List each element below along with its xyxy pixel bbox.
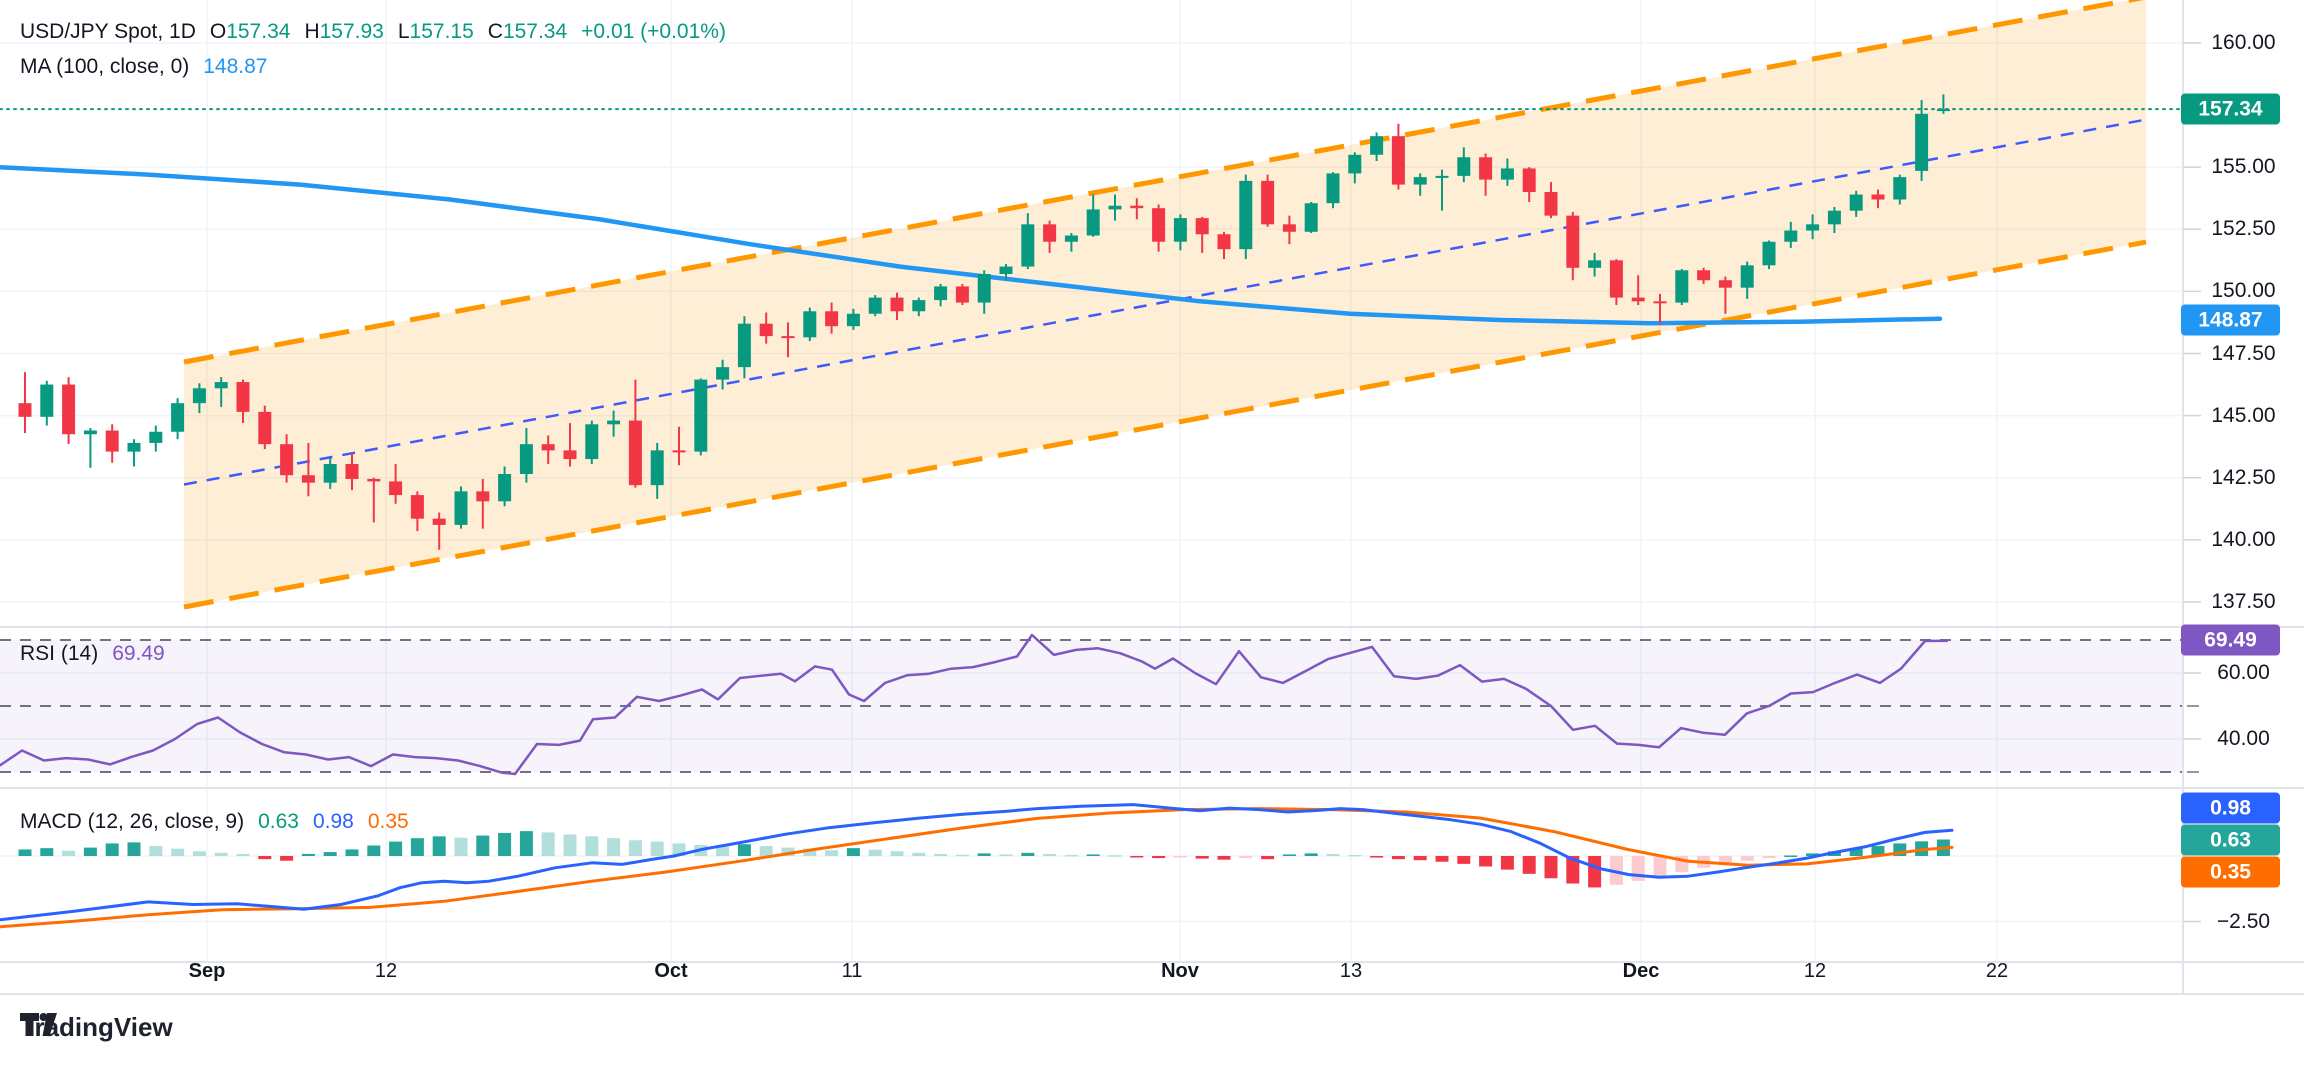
- low-value: L 157.15: [397, 20, 474, 43]
- price-tick-label: 150.00: [2211, 279, 2276, 303]
- parallel-channel[interactable]: [183, 0, 2147, 610]
- price-tick-label: 142.50: [2211, 465, 2276, 489]
- tradingview-logo-icon: [20, 1013, 57, 1036]
- ma-legend-row[interactable]: MA (100, close, 0) 148.87: [20, 55, 267, 79]
- change-value: +0.01 (+0.01%): [581, 20, 726, 43]
- rsi-value-badge: 69.49: [2181, 624, 2280, 656]
- time-tick-label: 13: [1339, 959, 1363, 982]
- hist-value-badge: 0.63: [2181, 824, 2280, 856]
- current-price-badge: 157.34: [2181, 93, 2280, 125]
- symbol-title: USD/JPY Spot, 1D: [20, 20, 196, 43]
- symbol-legend-row[interactable]: USD/JPY Spot, 1D O 157.34 H 157.93 L 157.15…: [20, 20, 726, 44]
- close-value: C 157.34: [487, 20, 568, 43]
- macd-main-line[interactable]: [0, 803, 1954, 922]
- macd-histogram: [18, 831, 1950, 888]
- price-tick-label: 137.50: [2211, 589, 2276, 613]
- rsi-line[interactable]: [0, 633, 1949, 776]
- macd-legend-row[interactable]: MACD (12, 26, close, 9) 0.63 0.98 0.35: [20, 810, 409, 834]
- time-tick-label: Nov: [1161, 959, 1199, 982]
- rsi-value: 69.49: [112, 642, 165, 665]
- ma100-line[interactable]: [0, 164, 1943, 326]
- time-tick-label: Sep: [188, 959, 226, 982]
- ma-value: 148.87: [203, 55, 268, 78]
- open-value: O 157.34: [209, 20, 291, 43]
- price-tick-label: 152.50: [2211, 217, 2276, 241]
- candles: [18, 94, 1950, 550]
- time-tick-label: Dec: [1622, 959, 1660, 982]
- time-tick-label: 11: [841, 959, 863, 982]
- price-tick-label: 145.00: [2211, 403, 2276, 427]
- signal-value-badge: 0.35: [2181, 856, 2280, 888]
- time-tick-label: 22: [1985, 959, 2009, 982]
- price-tick-label: 140.00: [2211, 527, 2276, 551]
- chart-canvas[interactable]: [0, 0, 2304, 995]
- rsi-band: [0, 640, 2183, 772]
- time-scale-area[interactable]: [0, 962, 2183, 1010]
- price-tick-label: 147.50: [2211, 341, 2276, 365]
- macd-signal-line[interactable]: [0, 807, 1954, 929]
- tradingview-logo[interactable]: TradingView: [20, 1012, 173, 1043]
- rsi-tick-label: 60.00: [2217, 661, 2270, 684]
- pane-separators[interactable]: [0, 0, 2304, 995]
- rsi-title: RSI (14): [20, 642, 99, 665]
- macd-tick-label: −2.50: [2216, 909, 2271, 933]
- macd-hist-value: 0.63: [258, 810, 299, 833]
- macd-title: MACD (12, 26, close, 9): [20, 810, 245, 833]
- ma-title: MA (100, close, 0): [20, 55, 190, 78]
- ma-value-badge: 148.87: [2181, 304, 2280, 336]
- macd-line-value: 0.98: [312, 810, 354, 833]
- macd-signal-value: 0.35: [367, 810, 409, 833]
- price-tick-label: 160.00: [2211, 31, 2276, 54]
- high-value: H 157.93: [304, 20, 384, 43]
- time-tick-label: Oct: [654, 959, 688, 982]
- time-tick-label: 12: [374, 959, 398, 982]
- price-tick-label: 155.00: [2211, 155, 2276, 179]
- time-tick-label: 12: [1803, 959, 1827, 982]
- macd-value-badge: 0.98: [2181, 792, 2280, 824]
- rsi-legend-row[interactable]: RSI (14) 69.49: [20, 642, 165, 666]
- rsi-tick-label: 40.00: [2217, 727, 2270, 750]
